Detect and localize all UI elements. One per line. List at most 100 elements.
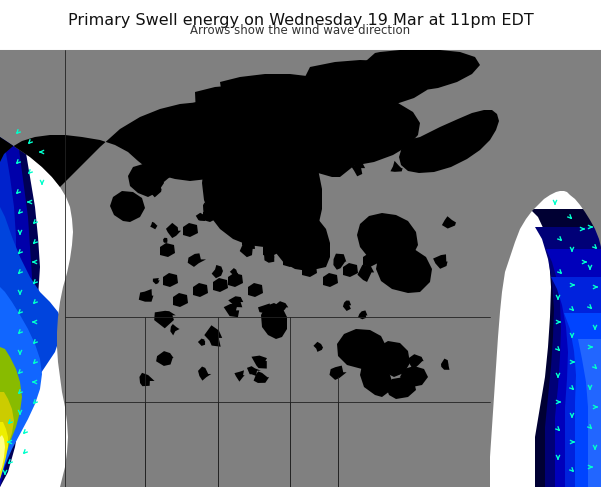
Polygon shape xyxy=(213,278,228,292)
Polygon shape xyxy=(261,303,287,339)
Polygon shape xyxy=(433,254,448,269)
Polygon shape xyxy=(351,163,365,176)
Polygon shape xyxy=(264,253,275,263)
Polygon shape xyxy=(271,226,287,239)
Polygon shape xyxy=(166,223,181,238)
Polygon shape xyxy=(362,50,480,91)
Polygon shape xyxy=(225,154,243,170)
Polygon shape xyxy=(442,216,456,228)
Polygon shape xyxy=(546,249,601,487)
Polygon shape xyxy=(242,176,257,192)
Polygon shape xyxy=(173,293,188,307)
Polygon shape xyxy=(407,354,424,370)
Polygon shape xyxy=(305,60,432,107)
Polygon shape xyxy=(343,263,358,277)
Polygon shape xyxy=(184,85,325,182)
Polygon shape xyxy=(241,141,255,154)
Polygon shape xyxy=(139,373,154,386)
Polygon shape xyxy=(357,213,418,267)
Polygon shape xyxy=(214,144,233,161)
Polygon shape xyxy=(275,301,288,313)
Polygon shape xyxy=(334,254,346,270)
Text: Arrows show the wind wave direction: Arrows show the wind wave direction xyxy=(191,24,410,37)
Polygon shape xyxy=(413,138,420,145)
Polygon shape xyxy=(578,339,601,487)
Polygon shape xyxy=(403,154,413,168)
Polygon shape xyxy=(240,242,255,257)
Polygon shape xyxy=(263,243,278,257)
Polygon shape xyxy=(163,238,168,243)
Polygon shape xyxy=(304,223,320,236)
Polygon shape xyxy=(303,231,315,244)
Polygon shape xyxy=(156,351,174,366)
Polygon shape xyxy=(212,265,223,278)
Polygon shape xyxy=(110,191,145,222)
Polygon shape xyxy=(551,277,601,487)
Polygon shape xyxy=(0,50,270,187)
Polygon shape xyxy=(203,203,212,214)
Polygon shape xyxy=(0,50,32,487)
Polygon shape xyxy=(0,50,40,487)
Polygon shape xyxy=(220,74,358,128)
Polygon shape xyxy=(329,366,347,380)
Polygon shape xyxy=(343,300,351,311)
Polygon shape xyxy=(293,239,300,249)
Polygon shape xyxy=(314,342,323,352)
Polygon shape xyxy=(535,227,601,487)
Polygon shape xyxy=(337,329,386,369)
Polygon shape xyxy=(0,435,5,472)
Polygon shape xyxy=(230,174,240,187)
Polygon shape xyxy=(163,273,178,287)
Polygon shape xyxy=(358,133,377,153)
Polygon shape xyxy=(203,208,218,222)
Polygon shape xyxy=(0,207,62,487)
Text: Primary Swell energy on Wednesday 19 Mar at 11pm EDT: Primary Swell energy on Wednesday 19 Mar… xyxy=(68,13,533,27)
Polygon shape xyxy=(400,366,428,387)
Polygon shape xyxy=(360,359,392,397)
Polygon shape xyxy=(323,273,338,287)
Polygon shape xyxy=(242,234,257,247)
Polygon shape xyxy=(163,98,268,151)
Polygon shape xyxy=(530,209,601,487)
Polygon shape xyxy=(358,265,374,282)
Polygon shape xyxy=(254,372,269,383)
Polygon shape xyxy=(564,313,601,487)
Polygon shape xyxy=(441,358,450,370)
Polygon shape xyxy=(224,304,239,317)
Polygon shape xyxy=(247,366,261,376)
Polygon shape xyxy=(251,356,267,369)
Polygon shape xyxy=(386,377,416,399)
Polygon shape xyxy=(374,341,410,377)
Polygon shape xyxy=(282,97,378,177)
Polygon shape xyxy=(0,127,16,487)
Polygon shape xyxy=(222,199,237,212)
Polygon shape xyxy=(228,273,243,287)
Polygon shape xyxy=(193,283,208,297)
Polygon shape xyxy=(170,324,180,336)
Polygon shape xyxy=(258,94,420,167)
Polygon shape xyxy=(246,223,255,232)
Polygon shape xyxy=(283,253,298,267)
Polygon shape xyxy=(198,367,212,381)
Polygon shape xyxy=(153,278,160,284)
Polygon shape xyxy=(0,392,14,487)
Polygon shape xyxy=(198,338,205,346)
Polygon shape xyxy=(157,165,177,182)
Polygon shape xyxy=(234,370,245,382)
Polygon shape xyxy=(0,50,601,487)
Polygon shape xyxy=(399,110,499,173)
Polygon shape xyxy=(196,213,207,221)
Polygon shape xyxy=(358,310,367,319)
Polygon shape xyxy=(0,347,22,487)
Polygon shape xyxy=(139,289,153,302)
Polygon shape xyxy=(154,311,175,328)
Polygon shape xyxy=(248,283,263,297)
Polygon shape xyxy=(202,122,322,247)
Polygon shape xyxy=(272,211,330,271)
Polygon shape xyxy=(230,268,238,278)
Polygon shape xyxy=(251,162,261,176)
Polygon shape xyxy=(204,325,222,347)
Polygon shape xyxy=(133,131,152,153)
Polygon shape xyxy=(363,253,378,267)
Polygon shape xyxy=(148,184,162,197)
